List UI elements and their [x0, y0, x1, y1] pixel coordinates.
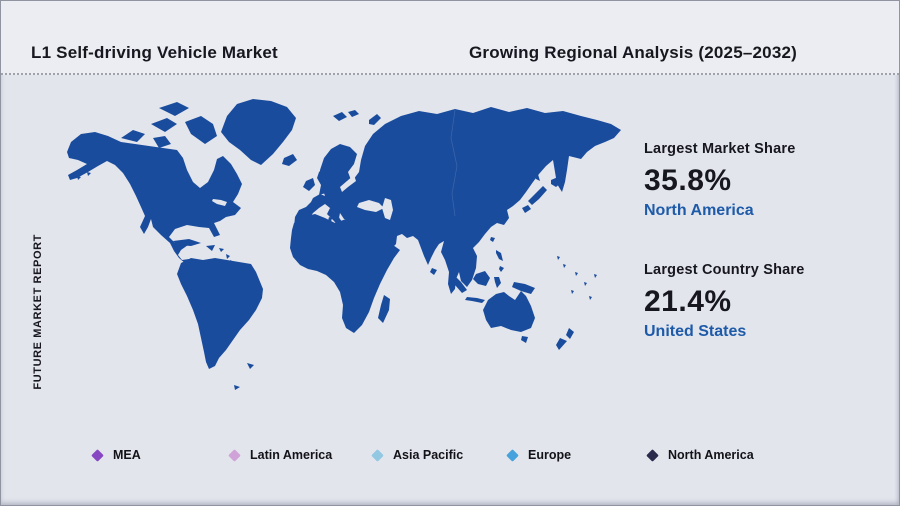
- legend-item-latin-america: Latin America: [228, 448, 333, 462]
- continent-north-america: [67, 132, 242, 268]
- caribbean-islands: [173, 239, 234, 265]
- continent-south-america: [177, 258, 263, 390]
- stat-country-share: Largest Country Share 21.4% United State…: [644, 262, 894, 341]
- legend-label: Latin America: [250, 448, 333, 462]
- legend-label: North America: [668, 448, 754, 462]
- stat-value: 21.4%: [644, 285, 732, 318]
- country-border-line: [450, 109, 458, 217]
- british-isles: [303, 166, 331, 195]
- stats-panel: Largest Market Share 35.8% North America…: [644, 141, 894, 341]
- stat-region: North America: [644, 202, 754, 219]
- vertical-watermark: FUTURE MARKET REPORT: [32, 234, 44, 390]
- sri-lanka: [430, 268, 437, 275]
- greenland: [221, 99, 296, 165]
- inland-seas: [212, 175, 393, 220]
- stat-label: Largest Market Share: [644, 141, 796, 157]
- world-map: [67, 99, 621, 390]
- arctic-islands: [121, 102, 217, 148]
- stat-region: United States: [644, 323, 747, 340]
- australia: [483, 291, 535, 343]
- southeast-asia-islands: [450, 237, 535, 303]
- legend-swatch-asia-pacific: [371, 448, 384, 462]
- legend-item-europe: Europe: [506, 448, 572, 462]
- legend-label: Europe: [528, 448, 572, 462]
- iceland: [282, 154, 297, 166]
- stat-label: Largest Country Share: [644, 262, 805, 278]
- new-zealand: [556, 328, 574, 350]
- stat-market-share: Largest Market Share 35.8% North America: [644, 141, 894, 220]
- legend-item-asia-pacific: Asia Pacific: [371, 448, 464, 462]
- legend-item-mea: MEA: [91, 448, 141, 462]
- legend-swatch-europe: [506, 448, 519, 462]
- legend-label: MEA: [113, 448, 141, 462]
- continent-africa: [290, 214, 400, 333]
- arctic-russia-islands: [333, 110, 381, 125]
- report-title: L1 Self-driving Vehicle Market: [31, 43, 278, 62]
- stat-value: 35.8%: [644, 164, 732, 197]
- legend-swatch-latin-america: [228, 448, 241, 462]
- legend-label: Asia Pacific: [393, 448, 464, 462]
- legend-item-north-america: North America: [646, 448, 754, 462]
- header: L1 Self-driving Vehicle Market Growing R…: [1, 1, 899, 75]
- madagascar: [378, 295, 390, 323]
- legend-swatch-north-america: [646, 448, 659, 462]
- legend: MEA Latin America Asia Pacific Europe No…: [1, 448, 899, 466]
- analysis-title: Growing Regional Analysis (2025–2032): [469, 43, 798, 62]
- legend-swatch-mea: [91, 448, 104, 462]
- japan: [522, 168, 562, 213]
